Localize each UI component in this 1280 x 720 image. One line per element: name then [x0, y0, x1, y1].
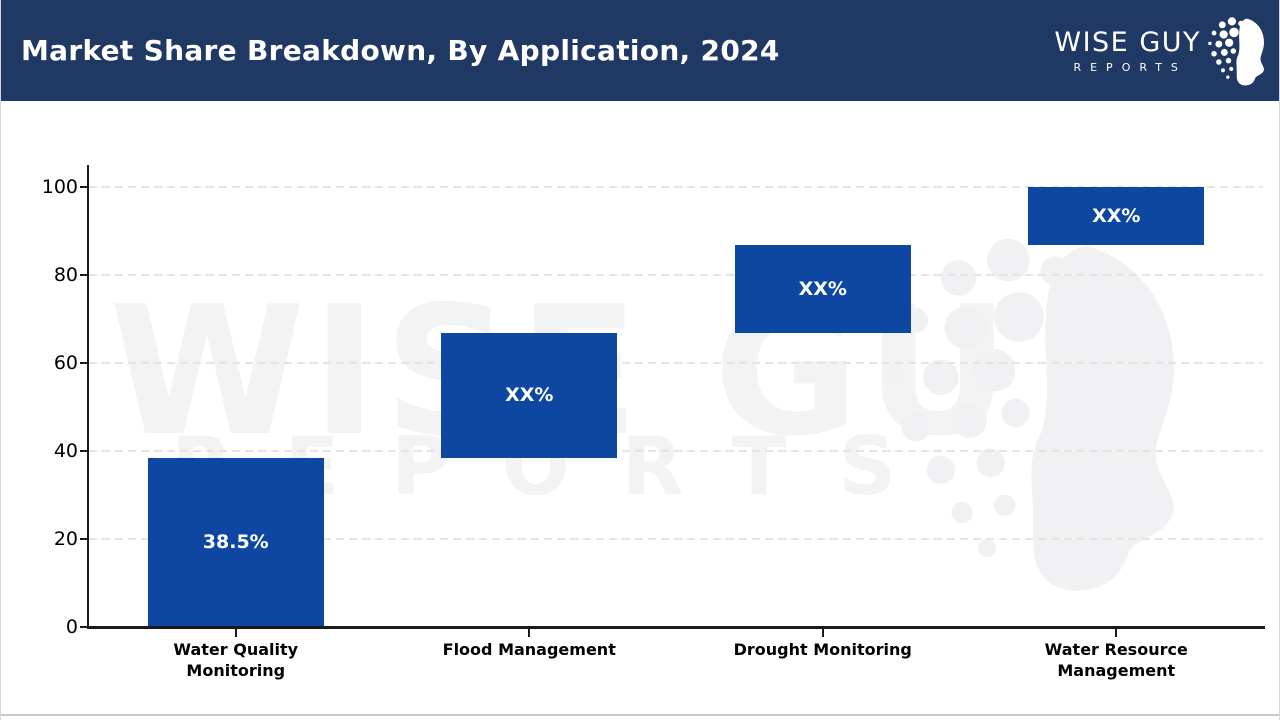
- x-axis-tick: [528, 629, 531, 637]
- y-axis-tick: [80, 450, 88, 452]
- gridline: [89, 450, 1263, 452]
- bar-value-label: 38.5%: [202, 531, 269, 554]
- bar-value-label: XX%: [505, 384, 554, 407]
- y-axis-tick: [80, 362, 88, 364]
- category-label: Drought Monitoring: [733, 640, 912, 659]
- gridline: [89, 362, 1263, 364]
- y-tick-label: 0: [65, 616, 78, 638]
- x-axis-tick: [821, 629, 824, 637]
- x-axis-tick: [1115, 629, 1118, 637]
- gridline: [89, 186, 1263, 188]
- bar-segment: XX%: [1028, 187, 1205, 246]
- header-bar: Market Share Breakdown, By Application, …: [1, 0, 1279, 101]
- category-label: Water Resource Management: [1044, 640, 1188, 680]
- bar-segment: XX%: [441, 333, 618, 458]
- y-tick-label: 80: [53, 264, 78, 286]
- category-label: Water Quality Monitoring: [173, 640, 299, 680]
- y-axis-tick: [80, 186, 88, 188]
- y-tick-label: 100: [41, 176, 78, 198]
- y-axis-tick: [80, 538, 88, 540]
- gridline: [89, 274, 1263, 276]
- logo-line2: REPORTS: [1073, 61, 1187, 74]
- x-axis-spine: [87, 626, 1265, 629]
- bar-value-label: XX%: [798, 278, 847, 301]
- bar-segment: XX%: [734, 245, 911, 334]
- y-axis-spine: [87, 165, 89, 629]
- y-tick-label: 40: [53, 440, 78, 462]
- x-axis-tick: [234, 629, 237, 637]
- bar-value-label: XX%: [1092, 205, 1141, 228]
- bottom-border-line: [1, 714, 1279, 716]
- y-axis-tick: [80, 626, 88, 628]
- y-axis-tick: [80, 274, 88, 276]
- wiseguy-face-icon: [1203, 15, 1265, 87]
- y-tick-label: 20: [53, 528, 78, 550]
- logo-wordmark: WISE GUY REPORTS: [1054, 27, 1201, 74]
- watermark-face-icon: [859, 222, 1179, 604]
- page-title: Market Share Breakdown, By Application, …: [21, 34, 780, 67]
- category-label: Flood Management: [442, 640, 616, 659]
- wiseguy-logo: WISE GUY REPORTS: [1054, 15, 1265, 87]
- logo-line1: WISE GUY: [1054, 27, 1201, 58]
- gridline: [89, 538, 1263, 540]
- y-tick-label: 60: [53, 352, 78, 374]
- bar-segment: 38.5%: [147, 457, 324, 627]
